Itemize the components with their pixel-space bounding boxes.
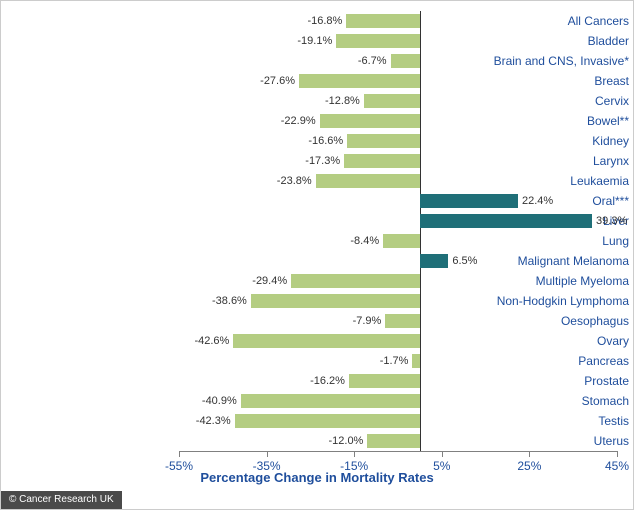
chart-row: Bowel** -22.9%: [1, 111, 634, 131]
chart-row: Breast -27.6%: [1, 71, 634, 91]
chart-frame: -55%-35%-15%5%25%45%All Cancers-16.8%Bla…: [0, 0, 634, 510]
bar-negative: [412, 354, 419, 368]
chart-row: Oral***22.4%: [1, 191, 634, 211]
value-label: -29.4%: [252, 271, 287, 291]
chart-row: Oesophagus -7.9%: [1, 311, 634, 331]
category-label: Larynx: [457, 151, 634, 171]
category-label: All Cancers: [457, 11, 634, 31]
chart-row: Multiple Myeloma -29.4%: [1, 271, 634, 291]
value-label: -27.6%: [260, 71, 295, 91]
bar-negative: [391, 54, 420, 68]
chart-row: Pancreas -1.7%: [1, 351, 634, 371]
value-label: -38.6%: [212, 291, 247, 311]
category-label: Breast: [457, 71, 634, 91]
value-label: -19.1%: [297, 31, 332, 51]
bar-negative: [241, 394, 420, 408]
x-tick: [442, 451, 443, 457]
bar-positive: [420, 194, 518, 208]
category-label: Lung: [457, 231, 634, 251]
chart-row: Uterus -12.0%: [1, 431, 634, 451]
value-label: 22.4%: [522, 191, 553, 211]
value-label: -7.9%: [353, 311, 382, 331]
chart-row: Cervix -12.8%: [1, 91, 634, 111]
credit-label: © Cancer Research UK: [1, 491, 122, 509]
value-label: 6.5%: [452, 251, 477, 271]
value-label: -17.3%: [305, 151, 340, 171]
value-label: -6.7%: [358, 51, 387, 71]
bar-positive: [420, 214, 592, 228]
x-tick: [617, 451, 618, 457]
value-label: -22.9%: [281, 111, 316, 131]
chart-row: Ovary -42.6%: [1, 331, 634, 351]
plot-area: -55%-35%-15%5%25%45%All Cancers-16.8%Bla…: [1, 1, 634, 510]
value-label: -16.6%: [308, 131, 343, 151]
bar-negative: [251, 294, 420, 308]
bar-negative: [299, 74, 420, 88]
value-label: -8.4%: [350, 231, 379, 251]
bar-negative: [233, 334, 420, 348]
bar-negative: [364, 94, 420, 108]
value-label: -16.8%: [307, 11, 342, 31]
value-label: -42.6%: [194, 331, 229, 351]
category-label: Pancreas: [457, 351, 634, 371]
category-label: Stomach: [457, 391, 634, 411]
chart-row: Brain and CNS, Invasive* -6.7%: [1, 51, 634, 71]
category-label: Leukaemia: [457, 171, 634, 191]
x-tick: [179, 451, 180, 457]
bar-negative: [320, 114, 420, 128]
chart-row: Larynx -17.3%: [1, 151, 634, 171]
category-label: Malignant Melanoma: [457, 251, 634, 271]
chart-row: Stomach -40.9%: [1, 391, 634, 411]
category-label: Uterus: [457, 431, 634, 451]
category-label: Kidney: [457, 131, 634, 151]
value-label: -42.3%: [196, 411, 231, 431]
bar-negative: [367, 434, 420, 448]
chart-row: Kidney -16.6%: [1, 131, 634, 151]
value-label: -12.8%: [325, 91, 360, 111]
bar-negative: [344, 154, 420, 168]
category-label: Oesophagus: [457, 311, 634, 331]
value-label: 39.3%: [596, 211, 627, 231]
chart-row: Lung -8.4%: [1, 231, 634, 251]
bar-negative: [385, 314, 420, 328]
bar-negative: [347, 134, 420, 148]
category-label: Multiple Myeloma: [457, 271, 634, 291]
category-label: Ovary: [457, 331, 634, 351]
bar-negative: [316, 174, 420, 188]
chart-row: Prostate -16.2%: [1, 371, 634, 391]
category-label: Testis: [457, 411, 634, 431]
chart-row: Non-Hodgkin Lymphoma -38.6%: [1, 291, 634, 311]
chart-row: Leukaemia -23.8%: [1, 171, 634, 191]
value-label: -16.2%: [310, 371, 345, 391]
x-tick: [354, 451, 355, 457]
bar-negative: [383, 234, 420, 248]
chart-row: Testis -42.3%: [1, 411, 634, 431]
bar-negative: [291, 274, 420, 288]
bar-negative: [336, 34, 420, 48]
chart-row: Liver39.3%: [1, 211, 634, 231]
x-tick: [267, 451, 268, 457]
chart-row: Malignant Melanoma6.5%: [1, 251, 634, 271]
value-label: -40.9%: [202, 391, 237, 411]
bar-negative: [349, 374, 420, 388]
value-label: -12.0%: [328, 431, 363, 451]
x-axis-line: [179, 451, 617, 452]
category-label: Prostate: [457, 371, 634, 391]
chart-row: All Cancers -16.8%: [1, 11, 634, 31]
value-label: -1.7%: [380, 351, 409, 371]
x-axis-title: Percentage Change in Mortality Rates: [1, 470, 633, 485]
category-label: Bowel**: [457, 111, 634, 131]
category-label: Brain and CNS, Invasive*: [457, 51, 634, 71]
category-label: Non-Hodgkin Lymphoma: [457, 291, 634, 311]
bar-negative: [346, 14, 420, 28]
bar-positive: [420, 254, 448, 268]
category-label: Bladder: [457, 31, 634, 51]
category-label: Cervix: [457, 91, 634, 111]
chart-row: Bladder -19.1%: [1, 31, 634, 51]
value-label: -23.8%: [277, 171, 312, 191]
bar-negative: [235, 414, 420, 428]
x-tick: [529, 451, 530, 457]
